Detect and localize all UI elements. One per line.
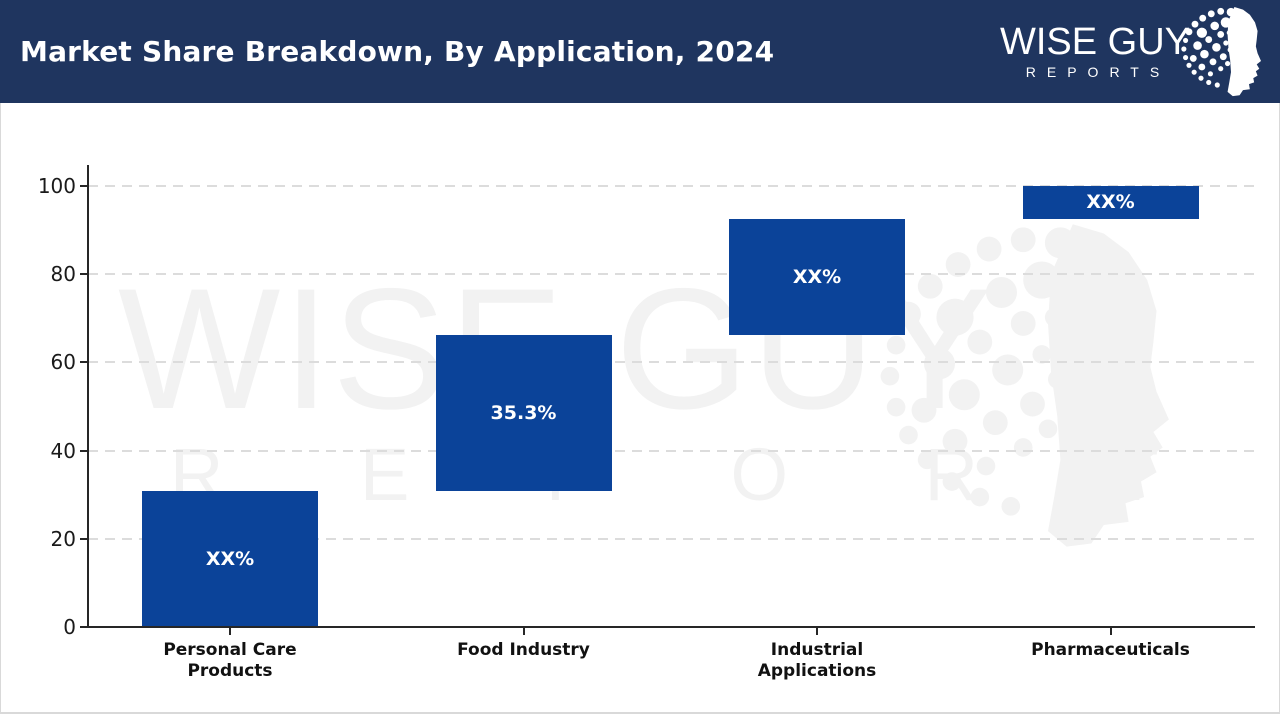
y-tick-label-0: 0 [63, 615, 76, 639]
x-category-label-3: Industrial Applications [757, 640, 877, 681]
y-tick-label-60: 60 [50, 350, 76, 375]
x-category-label-2: Food Industry [457, 640, 590, 660]
gridline-60 [88, 361, 1255, 364]
gridline-100 [88, 185, 1255, 188]
brand-wordmark: WISE GUY REPORTS [1000, 23, 1190, 80]
x-category-label-4: Pharmaceuticals [1031, 640, 1190, 660]
x-tick-mark-3 [816, 628, 818, 635]
brand-logo: WISE GUY REPORTS [1000, 6, 1262, 97]
gridline-20 [88, 537, 1255, 540]
y-tick-mark-0 [80, 626, 88, 628]
gridline-40 [88, 449, 1255, 452]
bar-value-label-3: XX% [792, 265, 842, 288]
x-category-label-1: Personal Care Products [163, 640, 297, 681]
y-tick-mark-40 [80, 449, 88, 452]
brand-subtitle-text: REPORTS [1025, 64, 1171, 80]
bar-3 [729, 218, 905, 336]
y-tick-label-40: 40 [50, 438, 76, 463]
bar-4 [1022, 186, 1199, 219]
header: Market Share Breakdown, By Application, … [0, 0, 1280, 103]
page-title: Market Share Breakdown, By Application, … [20, 35, 775, 68]
bar-1 [142, 490, 318, 627]
face-dots-icon [1181, 6, 1261, 96]
y-tick-mark-80 [80, 273, 88, 276]
y-tick-label-80: 80 [50, 262, 76, 287]
bar-value-label-4: XX% [1086, 191, 1135, 214]
x-axis-spine [87, 626, 1255, 628]
y-tick-mark-60 [80, 361, 88, 364]
x-tick-mark-1 [229, 628, 231, 635]
gridline-80 [88, 273, 1255, 276]
y-tick-mark-20 [80, 537, 88, 540]
y-tick-label-20: 20 [50, 526, 76, 551]
y-tick-label-100: 100 [37, 174, 76, 199]
bar-2 [435, 335, 612, 491]
x-tick-mark-4 [1109, 628, 1112, 635]
bar-value-label-1: XX% [205, 547, 255, 570]
brand-name-text: WISE GUY [999, 21, 1190, 63]
x-tick-mark-2 [522, 628, 525, 635]
bar-value-label-2: 35.3% [490, 401, 557, 424]
y-tick-mark-100 [80, 185, 88, 188]
y-axis-spine [87, 165, 89, 628]
